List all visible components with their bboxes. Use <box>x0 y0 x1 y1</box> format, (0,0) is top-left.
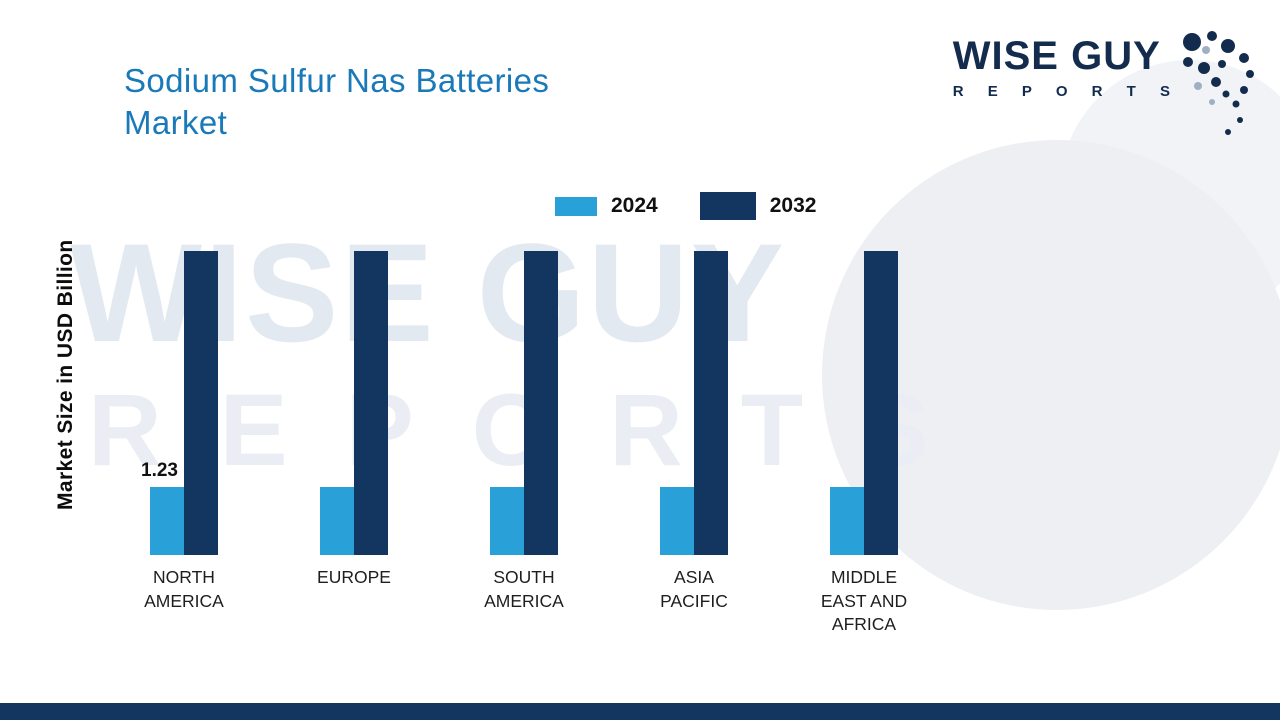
footer-bar <box>0 703 1280 720</box>
bar-2032-north-america <box>184 251 218 555</box>
bar-2024-europe <box>320 487 354 555</box>
bar-2024-north-america: 1.23 <box>141 460 184 555</box>
bar-group-europe <box>320 251 388 555</box>
logo-reports-text: R E P O R T S <box>952 83 1180 100</box>
legend-label-2024: 2024 <box>611 194 658 217</box>
wise-guy-reports-logo: WISE GUY R E P O R T S <box>953 36 1180 100</box>
legend-swatch-2024 <box>555 196 597 216</box>
logo-wiseguy-text: WISE GUY <box>952 34 1161 78</box>
bar-group-south-america <box>490 251 558 555</box>
bar-group-middle-east-and-africa <box>830 251 898 555</box>
background-head-circle <box>822 140 1280 610</box>
bar-2032-middle-east-and-africa <box>864 251 898 555</box>
bar-2024-south-america <box>490 487 524 555</box>
legend-item-2032: 2032 <box>699 192 817 220</box>
bar-group-asia-pacific <box>660 251 728 555</box>
legend-swatch-2032 <box>699 192 756 220</box>
category-axis-labels: NORTH AMERICA EUROPE SOUTH AMERICA ASIA PAC… <box>144 566 907 676</box>
bar-2024-middle-east-and-africa <box>830 487 864 555</box>
category-label-south-america: SOUTH AMERICA <box>484 567 564 611</box>
chart-legend: 2024 2032 <box>555 192 816 220</box>
legend-item-2024: 2024 <box>555 194 658 218</box>
legend-label-2032: 2032 <box>769 194 817 217</box>
y-axis-label: Market Size in USD Billion <box>54 239 77 511</box>
bar-2032-asia-pacific <box>694 251 728 555</box>
bar-plot-area: 1.23 <box>141 251 898 555</box>
category-label-middle-east-and-africa: MIDDLE EAST AND AFRICA <box>820 567 908 635</box>
bar-2032-south-america <box>524 251 558 555</box>
bar-2032-europe <box>354 251 388 555</box>
bar-2024-asia-pacific <box>660 487 694 555</box>
chart-title: Sodium Sulfur Nas Batteries Market <box>124 62 550 142</box>
category-label-europe: EUROPE <box>317 567 391 587</box>
bar-value-label: 1.23 <box>141 460 178 481</box>
bar-group-north-america: 1.23 <box>141 251 218 555</box>
category-label-asia-pacific: ASIA PACIFIC <box>660 567 728 611</box>
logo-face-dots-icon <box>1183 31 1254 135</box>
category-label-north-america: NORTH AMERICA <box>144 567 224 611</box>
